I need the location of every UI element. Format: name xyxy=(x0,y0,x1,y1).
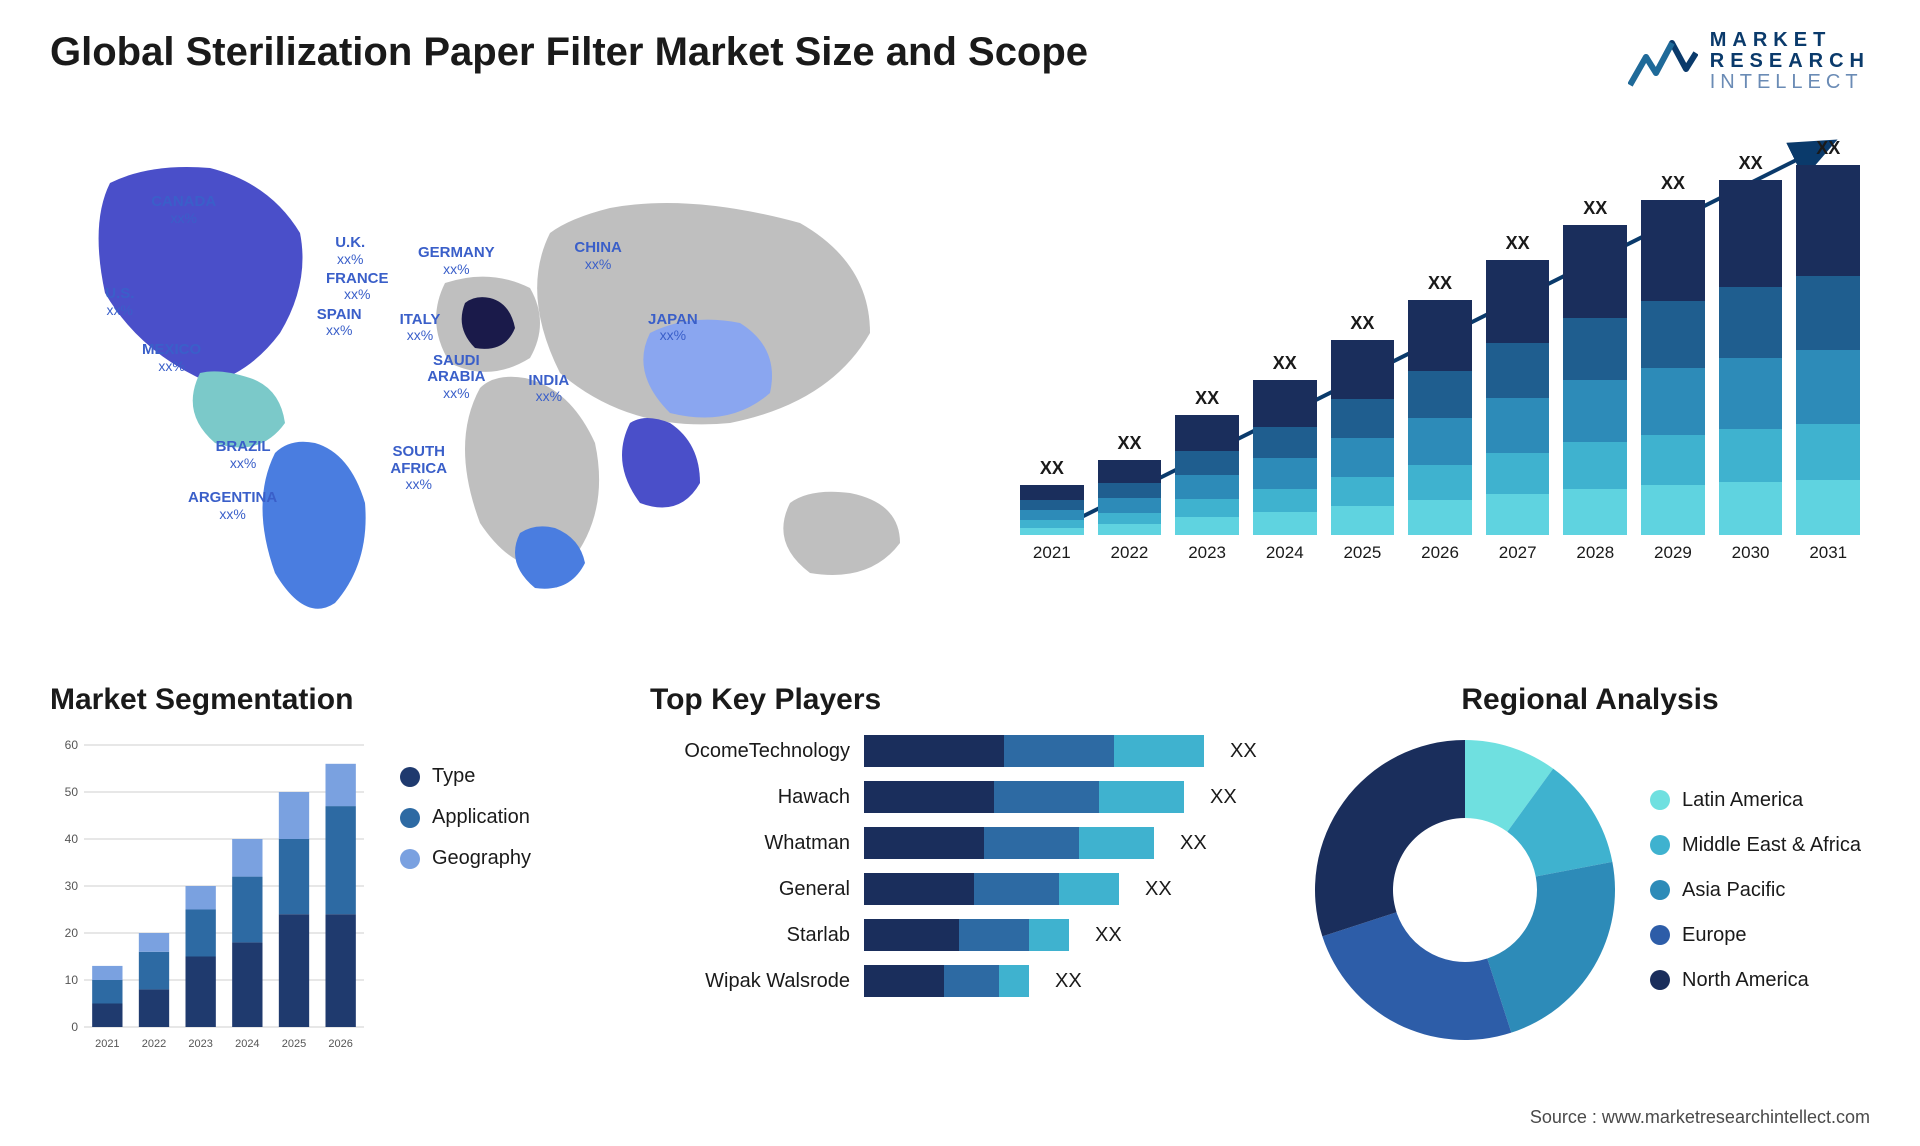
regional-title: Regional Analysis xyxy=(1310,683,1870,717)
svg-text:2023: 2023 xyxy=(188,1038,212,1050)
svg-text:40: 40 xyxy=(65,832,79,846)
map-label: CHINAxx% xyxy=(574,240,622,272)
svg-text:60: 60 xyxy=(65,738,79,752)
key-players-title: Top Key Players xyxy=(650,683,1270,717)
legend-item: Europe xyxy=(1650,924,1861,947)
growth-bar: XX2028 xyxy=(1563,198,1627,563)
svg-text:2024: 2024 xyxy=(235,1038,259,1050)
map-label: BRAZILxx% xyxy=(216,439,271,471)
legend-item: Geography xyxy=(400,847,531,870)
key-player-row: OcomeTechnologyXX xyxy=(650,735,1270,767)
legend-item: Type xyxy=(400,765,531,788)
growth-bar: XX2027 xyxy=(1486,233,1550,563)
key-player-row: GeneralXX xyxy=(650,873,1270,905)
map-label: JAPANxx% xyxy=(648,312,698,344)
legend-item: Middle East & Africa xyxy=(1650,834,1861,857)
map-label: GERMANYxx% xyxy=(418,245,495,277)
key-players-chart: OcomeTechnologyXX HawachXX WhatmanXX Genera… xyxy=(650,735,1270,997)
map-label: MEXICOxx% xyxy=(142,342,201,374)
growth-bar: XX2029 xyxy=(1641,173,1705,563)
key-player-row: Wipak WalsrodeXX xyxy=(650,965,1270,997)
map-label: ARGENTINAxx% xyxy=(188,490,277,522)
svg-text:0: 0 xyxy=(71,1020,78,1034)
logo-text-3: INTELLECT xyxy=(1710,72,1870,93)
growth-bar: XX2026 xyxy=(1408,273,1472,563)
legend-item: Application xyxy=(400,806,531,829)
svg-text:20: 20 xyxy=(65,926,79,940)
svg-text:2021: 2021 xyxy=(95,1038,119,1050)
legend-item: Latin America xyxy=(1650,789,1861,812)
key-player-row: StarlabXX xyxy=(650,919,1270,951)
page-title: Global Sterilization Paper Filter Market… xyxy=(50,30,1088,75)
map-label: ITALYxx% xyxy=(400,312,441,344)
world-map: CANADAxx% U.S.xx% MEXICOxx% BRAZILxx% ARGENT… xyxy=(50,123,970,633)
key-player-row: WhatmanXX xyxy=(650,827,1270,859)
regional-donut-chart xyxy=(1310,735,1620,1045)
map-label: CANADAxx% xyxy=(151,194,216,226)
key-player-row: HawachXX xyxy=(650,781,1270,813)
growth-bar: XX2023 xyxy=(1175,388,1239,563)
legend-item: North America xyxy=(1650,969,1861,992)
growth-bar: XX2030 xyxy=(1719,153,1783,563)
svg-text:2025: 2025 xyxy=(282,1038,306,1050)
map-label: SPAINxx% xyxy=(317,307,362,339)
growth-bar: XX2022 xyxy=(1098,433,1162,563)
map-label: SOUTHAFRICAxx% xyxy=(390,444,447,492)
logo-text-1: MARKET xyxy=(1710,30,1870,51)
source-text: Source : www.marketresearchintellect.com xyxy=(1530,1107,1870,1128)
growth-bar: XX2021 xyxy=(1020,458,1084,563)
growth-bar: XX2024 xyxy=(1253,353,1317,563)
map-label: INDIAxx% xyxy=(528,373,569,405)
segmentation-chart: 0 10 20 30 40 50 60 2021 2022 2023 2024 2025 2026 xyxy=(50,735,370,1055)
growth-bar-chart: XX2021XX2022XX2023XX2024XX2025XX2026XX20… xyxy=(1010,123,1870,633)
svg-text:50: 50 xyxy=(65,785,79,799)
map-label: U.K.xx% xyxy=(335,235,365,267)
svg-text:30: 30 xyxy=(65,879,79,893)
logo-text-2: RESEARCH xyxy=(1710,51,1870,72)
segmentation-legend: Type Application Geography xyxy=(400,735,531,870)
regional-legend: Latin America Middle East & Africa Asia Pa… xyxy=(1650,789,1861,992)
map-label: FRANCExx% xyxy=(326,271,389,303)
svg-text:10: 10 xyxy=(65,973,79,987)
growth-bar: XX2031 xyxy=(1796,138,1860,563)
growth-bar: XX2025 xyxy=(1331,313,1395,563)
map-label: SAUDIARABIAxx% xyxy=(427,353,485,401)
svg-text:2026: 2026 xyxy=(328,1038,352,1050)
logo-icon xyxy=(1628,35,1698,89)
brand-logo: MARKET RESEARCH INTELLECT xyxy=(1628,30,1870,93)
segmentation-title: Market Segmentation xyxy=(50,683,610,717)
map-label: U.S.xx% xyxy=(105,286,134,318)
legend-item: Asia Pacific xyxy=(1650,879,1861,902)
svg-text:2022: 2022 xyxy=(142,1038,166,1050)
